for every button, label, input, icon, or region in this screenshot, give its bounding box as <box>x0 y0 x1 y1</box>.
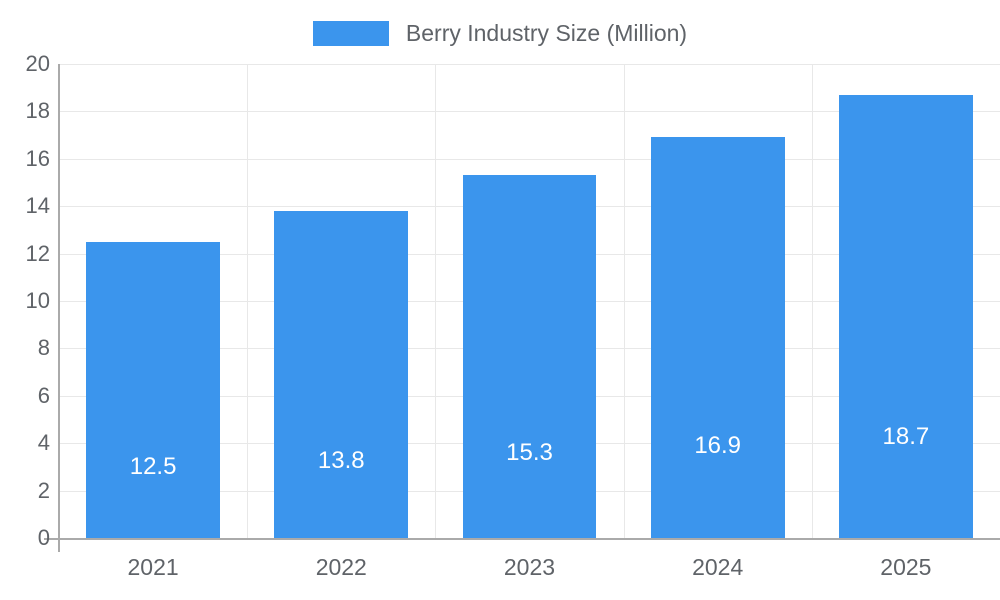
x-axis-tick-label-2021: 2021 <box>127 554 179 580</box>
gridline-horizontal <box>59 111 1000 113</box>
x-axis-tick-label-2023: 2023 <box>503 554 556 580</box>
chart-legend: Berry Industry Size (Million) <box>0 14 1000 52</box>
y-axis-tick-labels: 0 2 4 6 8 10 12 14 16 18 20 <box>0 0 50 600</box>
y-axis-tick-label: 10 <box>25 288 50 313</box>
y-axis-tick-label: 8 <box>37 335 50 361</box>
bar-value-label: 13.8 <box>317 446 365 474</box>
gridline-vertical <box>811 64 813 538</box>
y-axis-tick-label: 4 <box>37 430 50 456</box>
gridline-vertical <box>247 64 249 538</box>
y-axis-tick-label: 12 <box>25 240 50 266</box>
y-axis-tick-label: 6 <box>37 382 50 408</box>
x-axis-tick-label-2024: 2024 <box>692 554 744 580</box>
legend-item-label: Berry Industry Size (Million) <box>405 19 688 46</box>
x-axis-tick-label-2025: 2025 <box>880 554 932 580</box>
x-axis-line <box>44 538 1000 540</box>
legend-color-swatch-icon <box>312 20 389 46</box>
bar-2025[interactable]: 18.7 <box>838 94 973 538</box>
bar-value-label: 16.9 <box>694 431 742 459</box>
bar-value-label: 15.3 <box>506 439 553 467</box>
plot-area: 12.5 13.8 15.3 16.9 18.7 <box>59 64 1000 539</box>
y-axis-tick-label: 16 <box>25 145 50 171</box>
gridline-horizontal <box>59 64 1000 65</box>
y-axis-tick-label: 2 <box>37 477 50 503</box>
bar-value-label: 12.5 <box>129 452 177 480</box>
bar-2021[interactable]: 12.5 <box>86 241 221 538</box>
x-axis-tick-label-2022: 2022 <box>315 554 367 580</box>
gridline-vertical <box>623 64 625 538</box>
bar-2022[interactable]: 13.8 <box>274 210 409 538</box>
y-axis-tick-label: 0 <box>37 525 50 550</box>
legend-item-berry-industry-size[interactable]: Berry Industry Size (Million) <box>312 19 688 46</box>
y-axis-tick-label: 20 <box>25 51 50 76</box>
bar-2024[interactable]: 16.9 <box>650 137 785 538</box>
bar-2023[interactable]: 15.3 <box>462 175 597 538</box>
gridline-vertical <box>435 64 437 538</box>
y-axis-line <box>58 64 60 552</box>
y-axis-tick-label: 14 <box>25 193 50 219</box>
y-axis-tick-label: 18 <box>25 98 50 124</box>
gridline-horizontal <box>59 158 1000 160</box>
bar-value-label: 18.7 <box>882 423 930 451</box>
